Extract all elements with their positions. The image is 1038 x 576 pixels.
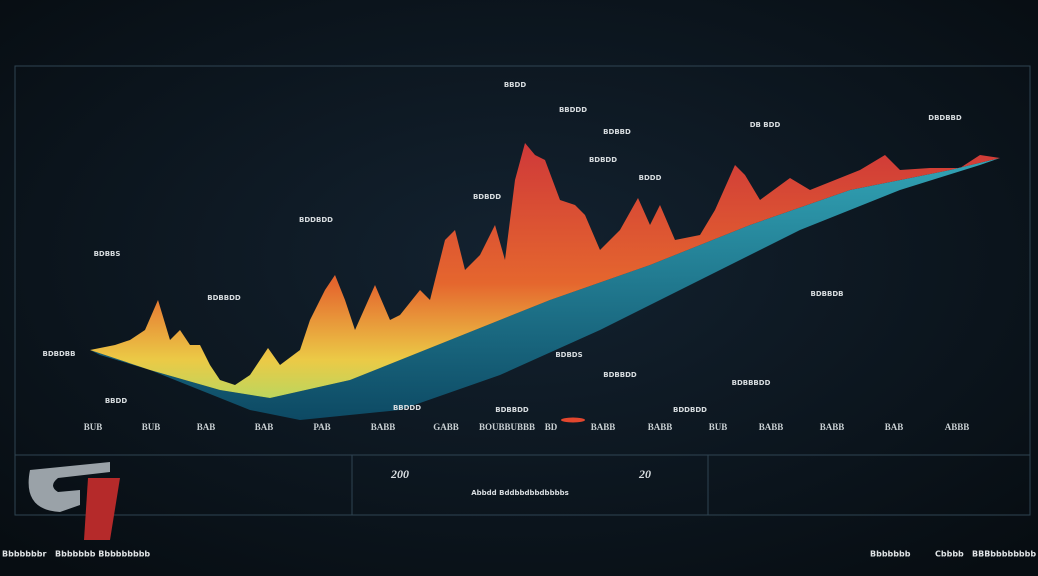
axis-label: BABB <box>648 422 673 432</box>
glow <box>561 417 585 423</box>
footer-text: Bbbbbbbr <box>2 550 46 559</box>
axis-label: BUB <box>142 422 161 432</box>
axis-label: ABBB <box>945 422 970 432</box>
axis-number: 20 <box>638 467 651 481</box>
annotation: DBDBBD <box>928 114 962 122</box>
annotation: BBDD <box>105 397 127 405</box>
axis-label: BABB <box>591 422 616 432</box>
annotation: BDBBS <box>94 250 121 258</box>
annotation: BDDBDD <box>673 406 707 414</box>
axis-label: BOUBBUBBB <box>479 422 535 432</box>
annotation: BDBBD <box>603 128 631 136</box>
footer-text: Cbbbb <box>935 550 964 559</box>
axis-label: PAB <box>313 422 330 432</box>
axis-label: BABB <box>759 422 784 432</box>
annotation: BDBDBB <box>43 350 76 358</box>
annotation: BDBDS <box>555 351 582 359</box>
axis-label: BAB <box>255 422 274 432</box>
footer-text: BBBbbbbbbbb <box>972 550 1036 559</box>
axis-label: BABB <box>371 422 396 432</box>
axis-label: BABB <box>820 422 845 432</box>
axis-title: Abbdd Bddbbdbbdbbbbs <box>471 489 569 497</box>
annotation: BDBBDB <box>811 290 844 298</box>
axis-label: BAB <box>885 422 904 432</box>
frame <box>14 65 1031 516</box>
footer-text: Bbbbbbb Bbbbbbbbb <box>55 550 150 559</box>
axis-label: GABB <box>433 422 459 432</box>
axis-number: 200 <box>390 467 409 481</box>
annotation: BDBDD <box>589 156 617 164</box>
axis-label: BUB <box>709 422 728 432</box>
annotation: BDBBDD <box>207 294 241 302</box>
annotation: BDDD <box>639 174 662 182</box>
axis-label: BUB <box>84 422 103 432</box>
annotation: BDBBBDD <box>732 379 771 387</box>
annotation: BDBDD <box>473 193 501 201</box>
annotation: BDBBDD <box>603 371 637 379</box>
annotation: BBDD <box>504 81 526 89</box>
ridge-peaks <box>90 143 1000 398</box>
annotation: BBDDD <box>559 106 587 114</box>
annotation: BDDBDD <box>299 216 333 224</box>
ridge-base <box>90 158 1000 420</box>
annotation: BBDDD <box>393 404 421 412</box>
footer-text: Bbbbbbb <box>870 550 911 559</box>
annotation: BDBBDD <box>495 406 529 414</box>
annotation: DB BDD <box>750 121 781 129</box>
axis-label: BAB <box>197 422 216 432</box>
logo <box>28 462 120 540</box>
axis-label: BD <box>545 422 558 432</box>
